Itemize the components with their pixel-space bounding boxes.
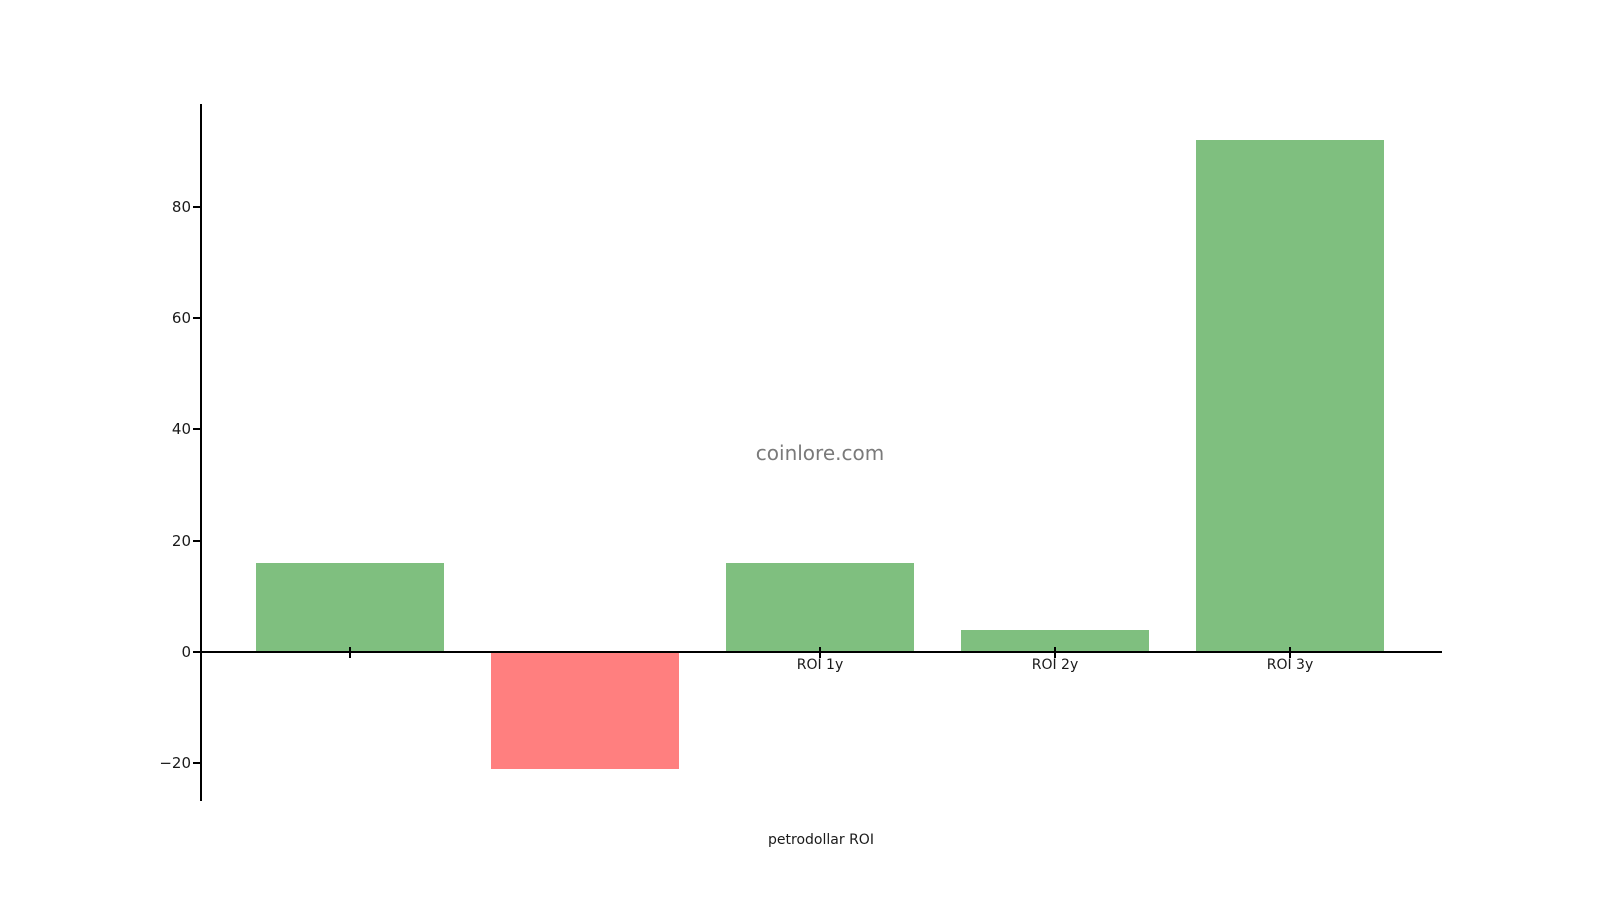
x-axis-line	[200, 651, 1442, 653]
y-tick-label-60: 60	[171, 309, 191, 328]
y-tick-40	[193, 428, 200, 431]
x-tick-label-roi-1y: ROI 1y	[796, 657, 844, 673]
bar-index-1	[491, 652, 679, 769]
x-axis-label: petrodollar ROI	[768, 832, 874, 848]
x-tick-label-roi-3y: ROI 3y	[1266, 657, 1314, 673]
y-tick-label-40: 40	[171, 420, 191, 439]
bar-roi-3y	[1196, 140, 1384, 652]
y-tick-20	[193, 539, 200, 542]
y-tick-80	[193, 205, 200, 208]
y-tick-label-80: 80	[171, 197, 191, 216]
x-tick-label-roi-2y: ROI 2y	[1031, 657, 1079, 673]
y-tick-label-−20: −20	[159, 754, 191, 773]
bar-index-0	[256, 562, 444, 652]
y-tick-−20	[193, 762, 200, 765]
y-tick-label-0: 0	[181, 643, 191, 661]
watermark-text: coinlore.com	[755, 441, 885, 465]
y-axis-spine	[200, 104, 202, 801]
y-tick-label-20: 20	[171, 531, 191, 550]
y-tick-0	[193, 651, 200, 653]
y-tick-60	[193, 317, 200, 320]
bar-roi-2y	[961, 629, 1149, 652]
bar-roi-1y	[726, 562, 914, 652]
